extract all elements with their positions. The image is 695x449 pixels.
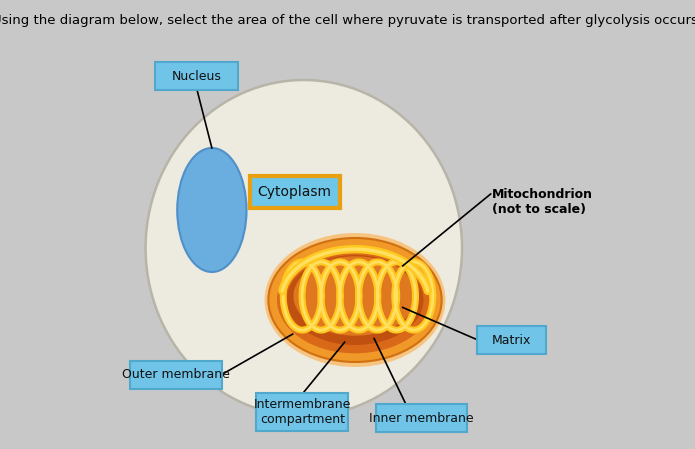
- FancyBboxPatch shape: [376, 404, 466, 432]
- FancyBboxPatch shape: [156, 62, 238, 90]
- Text: Outer membrane: Outer membrane: [122, 369, 229, 382]
- Text: Matrix: Matrix: [492, 334, 532, 347]
- Ellipse shape: [145, 80, 462, 416]
- FancyBboxPatch shape: [130, 361, 222, 389]
- Ellipse shape: [293, 256, 416, 336]
- Ellipse shape: [177, 148, 247, 272]
- Text: Mitochondrion
(not to scale): Mitochondrion (not to scale): [492, 188, 593, 216]
- FancyBboxPatch shape: [477, 326, 546, 354]
- Ellipse shape: [268, 238, 441, 362]
- Ellipse shape: [265, 233, 445, 367]
- Text: Cytoplasm: Cytoplasm: [258, 185, 332, 199]
- Text: Nucleus: Nucleus: [172, 70, 222, 83]
- Ellipse shape: [286, 255, 423, 345]
- Ellipse shape: [277, 247, 433, 353]
- Text: Inner membrane: Inner membrane: [369, 411, 473, 424]
- FancyBboxPatch shape: [256, 393, 348, 431]
- Text: Using the diagram below, select the area of the cell where pyruvate is transport: Using the diagram below, select the area…: [0, 14, 695, 27]
- Text: Intermembrane
compartment: Intermembrane compartment: [254, 398, 351, 426]
- FancyBboxPatch shape: [250, 176, 340, 208]
